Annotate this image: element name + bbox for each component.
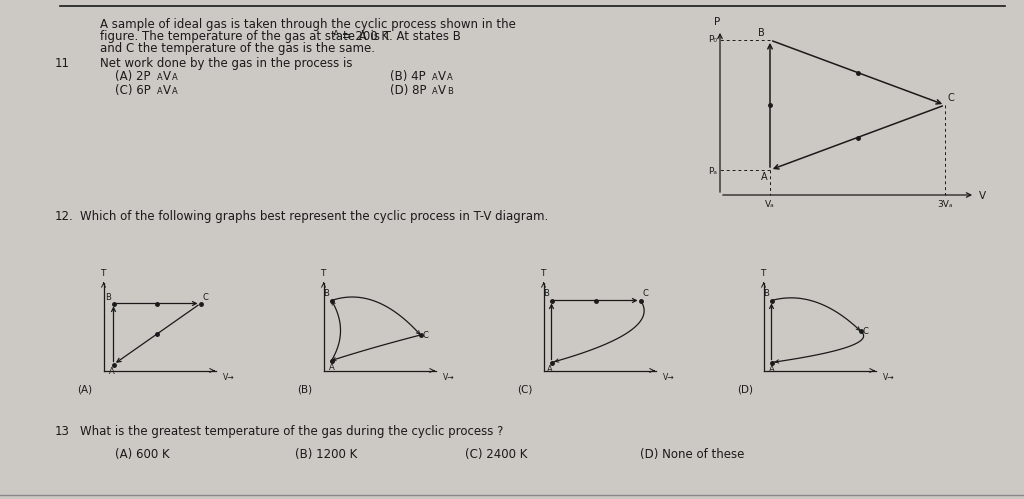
Text: V→: V→ xyxy=(442,372,454,382)
Text: V→: V→ xyxy=(663,372,674,382)
Text: = 200 K. At states B: = 200 K. At states B xyxy=(339,30,462,43)
Text: figure. The temperature of the gas at state A is T: figure. The temperature of the gas at st… xyxy=(100,30,391,43)
Text: V: V xyxy=(979,191,986,201)
Text: (B): (B) xyxy=(298,385,312,395)
Text: B: B xyxy=(764,289,769,298)
Text: (A) 600 K: (A) 600 K xyxy=(115,448,170,461)
Text: V: V xyxy=(163,70,171,83)
Text: A: A xyxy=(333,30,339,39)
Text: (B) 4P: (B) 4P xyxy=(390,70,426,83)
Text: B: B xyxy=(447,87,453,96)
Text: B: B xyxy=(105,292,112,301)
Text: 13: 13 xyxy=(55,425,70,438)
Text: 3Vₐ: 3Vₐ xyxy=(937,200,952,209)
Text: Which of the following graphs best represent the cyclic process in T-V diagram.: Which of the following graphs best repre… xyxy=(80,210,548,223)
Text: 12.: 12. xyxy=(55,210,74,223)
Text: P: P xyxy=(714,17,720,27)
Text: B: B xyxy=(323,289,329,298)
Text: C: C xyxy=(948,93,954,103)
Text: (C) 6P: (C) 6P xyxy=(115,84,151,97)
Text: (D) None of these: (D) None of these xyxy=(640,448,744,461)
Text: (B) 1200 K: (B) 1200 K xyxy=(295,448,357,461)
Text: A: A xyxy=(329,363,335,372)
Text: T: T xyxy=(99,268,105,277)
Text: V: V xyxy=(163,84,171,97)
Text: A: A xyxy=(172,73,178,82)
Text: Net work done by the gas in the process is: Net work done by the gas in the process … xyxy=(100,57,352,70)
Text: T: T xyxy=(760,268,765,277)
Text: A: A xyxy=(762,172,768,182)
Text: B: B xyxy=(758,28,765,38)
Text: V→: V→ xyxy=(222,372,234,382)
Text: (C) 2400 K: (C) 2400 K xyxy=(465,448,527,461)
Text: (D): (D) xyxy=(737,385,754,395)
Text: A: A xyxy=(432,87,437,96)
Text: T: T xyxy=(319,268,326,277)
Text: C: C xyxy=(862,326,868,335)
Text: (D) 8P: (D) 8P xyxy=(390,84,427,97)
Text: C: C xyxy=(642,289,648,298)
Text: A: A xyxy=(547,365,552,375)
Text: A: A xyxy=(447,73,453,82)
Text: P₀: P₀ xyxy=(708,34,717,43)
Text: 11: 11 xyxy=(55,57,70,70)
Text: (A): (A) xyxy=(78,385,92,395)
Text: A: A xyxy=(157,73,163,82)
Text: T: T xyxy=(540,268,545,277)
Text: V: V xyxy=(438,70,446,83)
Text: Vₐ: Vₐ xyxy=(765,200,775,209)
Text: A: A xyxy=(157,87,163,96)
Text: C: C xyxy=(203,292,208,301)
Text: C: C xyxy=(423,330,428,339)
Text: A: A xyxy=(172,87,178,96)
Text: B: B xyxy=(544,289,550,298)
Text: Pₐ: Pₐ xyxy=(708,167,717,176)
Text: A: A xyxy=(109,367,115,377)
Text: What is the greatest temperature of the gas during the cyclic process ?: What is the greatest temperature of the … xyxy=(80,425,504,438)
Text: V→: V→ xyxy=(883,372,894,382)
Text: A: A xyxy=(432,73,437,82)
Text: (C): (C) xyxy=(517,385,532,395)
Text: V: V xyxy=(438,84,446,97)
Text: (A) 2P: (A) 2P xyxy=(115,70,151,83)
Text: and C the temperature of the gas is the same.: and C the temperature of the gas is the … xyxy=(100,42,375,55)
Text: A sample of ideal gas is taken through the cyclic process shown in the: A sample of ideal gas is taken through t… xyxy=(100,18,516,31)
Text: A: A xyxy=(769,365,774,375)
